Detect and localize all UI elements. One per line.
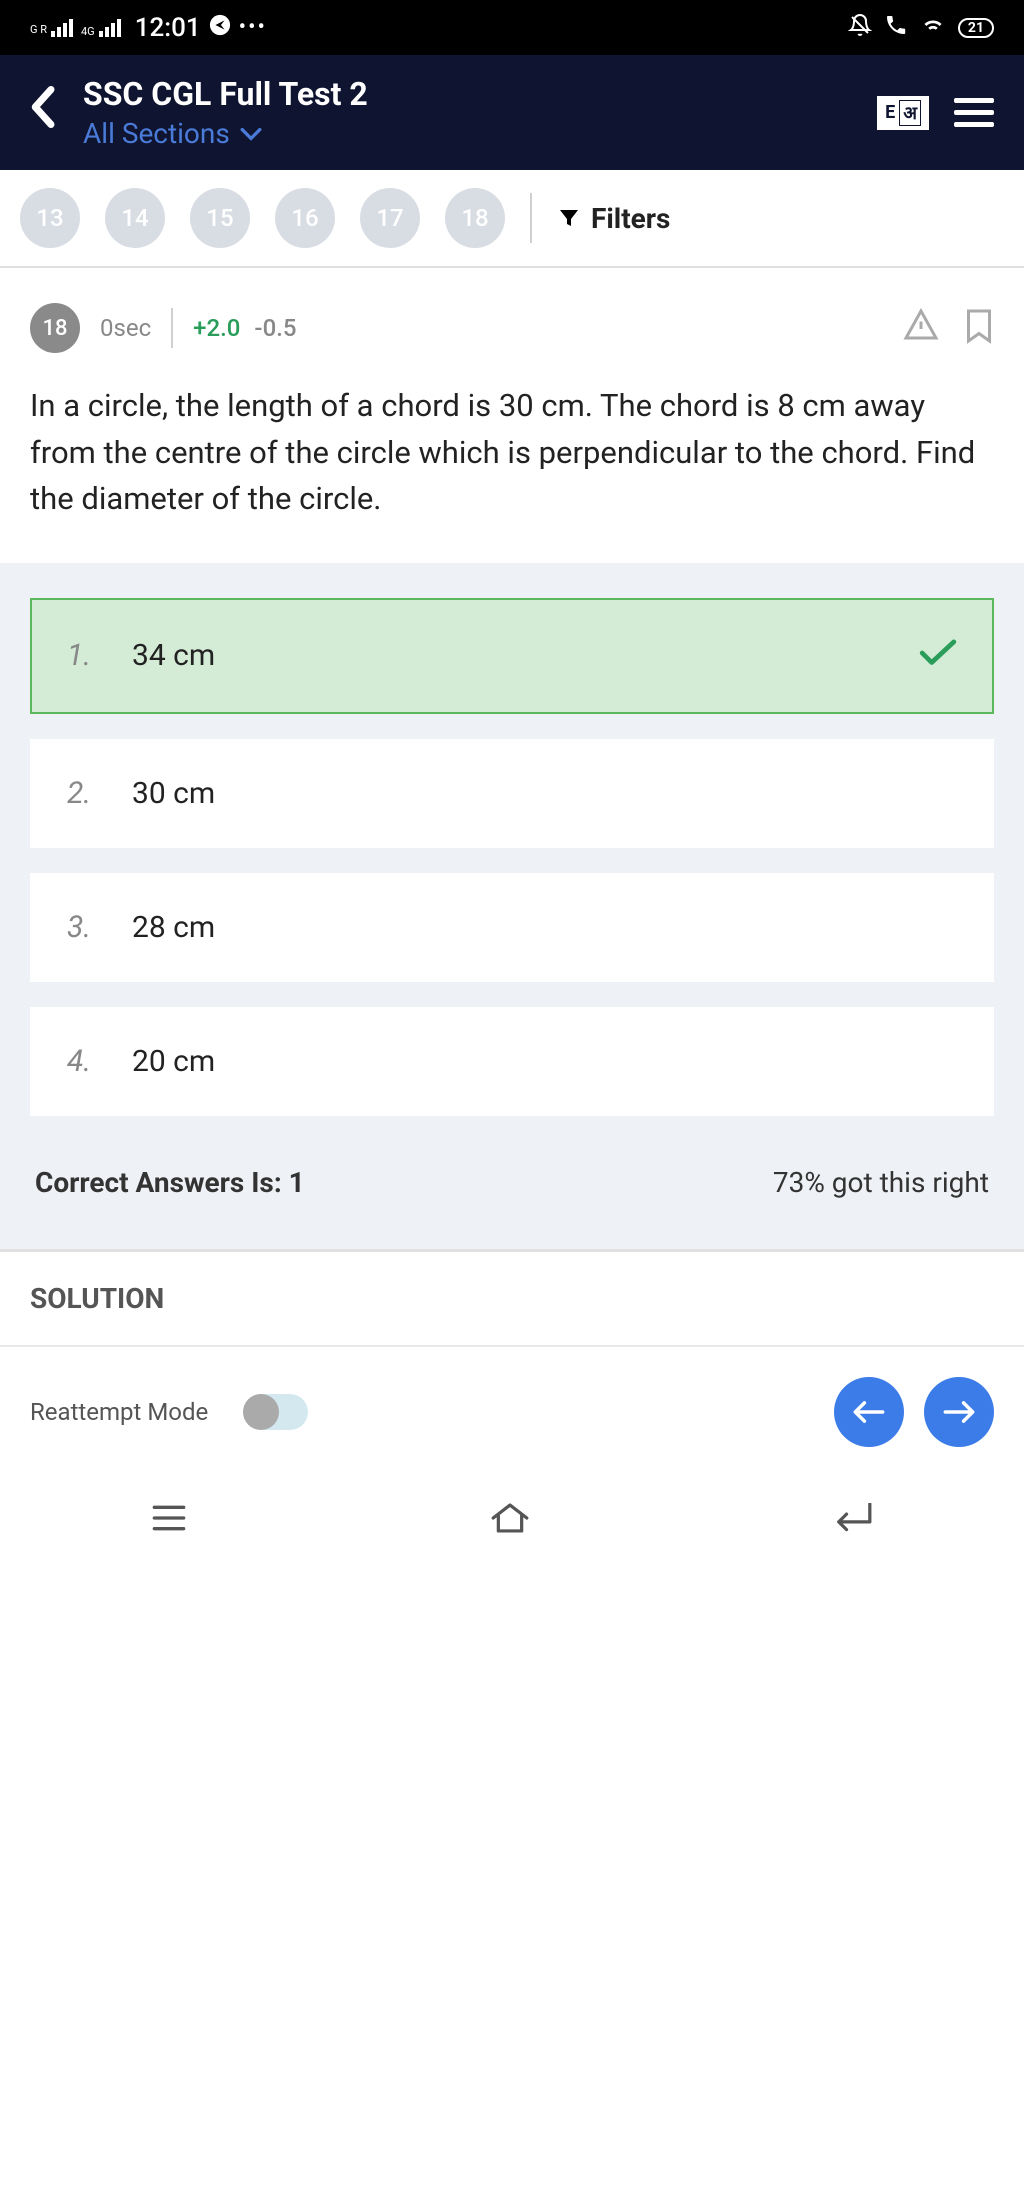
network-label-2: 4G: [81, 26, 95, 37]
toggle-knob: [243, 1394, 279, 1430]
option-number: 4.: [67, 1044, 102, 1079]
question-nav-15[interactable]: 15: [190, 188, 250, 248]
answer-stats: 73% got this right: [773, 1166, 989, 1199]
question-nav-16[interactable]: 16: [275, 188, 335, 248]
reattempt-toggle[interactable]: [243, 1394, 308, 1430]
status-left: G R 4G 12:01 •••: [30, 13, 267, 43]
option-number: 1.: [67, 638, 102, 673]
home-button[interactable]: [488, 1502, 532, 1538]
back-system-button[interactable]: [831, 1503, 875, 1537]
option-3[interactable]: 3. 28 cm: [30, 873, 994, 982]
option-text: 28 cm: [132, 910, 957, 945]
menu-button[interactable]: [954, 98, 994, 127]
status-right: 21: [848, 12, 994, 43]
question-marks: +2.0 -0.5: [193, 314, 296, 342]
question-nav-14[interactable]: 14: [105, 188, 165, 248]
sections-label: All Sections: [83, 117, 230, 150]
signal-2: 4G: [81, 19, 121, 37]
question-number-badge: 18: [30, 303, 80, 353]
system-nav: [0, 1477, 1024, 1568]
positive-marks: +2.0: [193, 314, 240, 342]
test-title: SSC CGL Full Test 2: [83, 75, 852, 113]
more-icon: •••: [239, 15, 267, 40]
language-toggle[interactable]: E अ: [877, 96, 929, 130]
bookmark-icon[interactable]: [964, 308, 994, 348]
options-area: 1. 34 cm 2. 30 cm 3. 28 cm 4. 20 cm Corr…: [0, 563, 1024, 1249]
option-number: 3.: [67, 910, 102, 945]
option-text: 34 cm: [132, 638, 889, 673]
bottom-bar: Reattempt Mode: [0, 1345, 1024, 1477]
option-text: 30 cm: [132, 776, 957, 811]
signal-1: G R: [30, 19, 73, 37]
wifi-icon: [920, 12, 946, 43]
question-nav-13[interactable]: 13: [20, 188, 80, 248]
battery-indicator: 21: [958, 18, 994, 38]
solution-header: SOLUTION: [0, 1249, 1024, 1345]
recent-apps-button[interactable]: [149, 1503, 189, 1537]
network-label-1: G R: [30, 24, 47, 36]
question-meta: 18 0sec +2.0 -0.5: [0, 268, 1024, 373]
option-text: 20 cm: [132, 1044, 957, 1079]
prev-button[interactable]: [834, 1377, 904, 1447]
phone-icon: [884, 13, 908, 42]
lang-en: E: [885, 102, 895, 123]
next-button[interactable]: [924, 1377, 994, 1447]
option-2[interactable]: 2. 30 cm: [30, 739, 994, 848]
send-icon: [209, 14, 231, 42]
check-icon: [919, 635, 957, 677]
question-nav-17[interactable]: 17: [360, 188, 420, 248]
meta-divider: [171, 308, 173, 348]
question-nav: 13 14 15 16 17 18 Filters: [0, 170, 1024, 268]
sections-dropdown[interactable]: All Sections: [83, 117, 852, 150]
answer-info: Correct Answers Is: 1 73% got this right: [30, 1141, 994, 1229]
question-time: 0sec: [100, 314, 151, 342]
back-button[interactable]: [30, 86, 58, 139]
header-titles: SSC CGL Full Test 2 All Sections: [83, 75, 852, 150]
negative-marks: -0.5: [254, 314, 296, 342]
option-number: 2.: [67, 776, 102, 811]
lang-hi: अ: [899, 100, 921, 126]
meta-icons: [903, 308, 994, 348]
option-4[interactable]: 4. 20 cm: [30, 1007, 994, 1116]
filters-button[interactable]: Filters: [557, 202, 670, 235]
bell-off-icon: [848, 13, 872, 42]
report-icon[interactable]: [903, 308, 939, 348]
app-header: SSC CGL Full Test 2 All Sections E अ: [0, 55, 1024, 170]
status-bar: G R 4G 12:01 •••: [0, 0, 1024, 55]
filters-label: Filters: [591, 202, 670, 235]
question-text: In a circle, the length of a chord is 30…: [0, 373, 1024, 563]
question-nav-18[interactable]: 18: [445, 188, 505, 248]
option-1[interactable]: 1. 34 cm: [30, 598, 994, 714]
correct-answer-label: Correct Answers Is: 1: [35, 1166, 305, 1199]
clock: 12:01: [135, 13, 201, 43]
nav-divider: [530, 193, 532, 243]
reattempt-label: Reattempt Mode: [30, 1398, 208, 1426]
